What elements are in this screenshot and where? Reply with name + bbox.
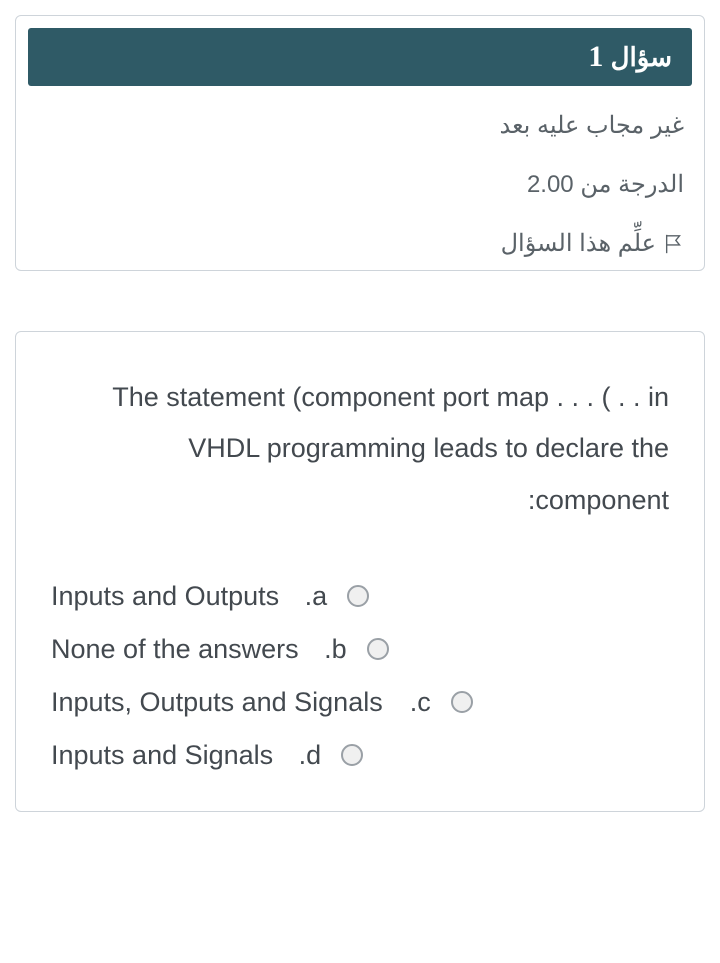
question-header-card: سؤال 1 غير مجاب عليه بعد الدرجة من 2.00 … [15, 15, 705, 271]
question-number: 1 [588, 40, 603, 73]
answer-option-b[interactable]: b. None of the answers [51, 634, 669, 665]
answer-radio-d[interactable] [341, 744, 363, 766]
flag-icon [664, 233, 684, 255]
question-title-bar: سؤال 1 [28, 28, 692, 86]
answer-radio-a[interactable] [347, 585, 369, 607]
answer-text: Inputs, Outputs and Signals [51, 687, 383, 718]
answer-radio-c[interactable] [451, 691, 473, 713]
flag-label: علِّم هذا السؤال [501, 229, 656, 258]
flag-question-link[interactable]: علِّم هذا السؤال [28, 229, 692, 258]
answer-letter: d. [293, 740, 321, 771]
question-status: غير مجاب عليه بعد [28, 111, 692, 140]
question-text: The statement (component port map . . . … [51, 372, 669, 526]
answer-text: None of the answers [51, 634, 299, 665]
answer-option-d[interactable]: d. Inputs and Signals [51, 740, 669, 771]
answer-option-c[interactable]: c. Inputs, Outputs and Signals [51, 687, 669, 718]
question-grade: الدرجة من 2.00 [28, 170, 692, 199]
answer-letter: b. [319, 634, 347, 665]
answer-text: Inputs and Signals [51, 740, 273, 771]
question-title-label: سؤال [611, 42, 672, 72]
answer-letter: c. [403, 687, 431, 718]
answer-option-a[interactable]: a. Inputs and Outputs [51, 581, 669, 612]
question-body-card: The statement (component port map . . . … [15, 331, 705, 812]
answer-text: Inputs and Outputs [51, 581, 279, 612]
answers-list: a. Inputs and Outputs b. None of the ans… [51, 581, 669, 771]
answer-radio-b[interactable] [367, 638, 389, 660]
answer-letter: a. [299, 581, 327, 612]
